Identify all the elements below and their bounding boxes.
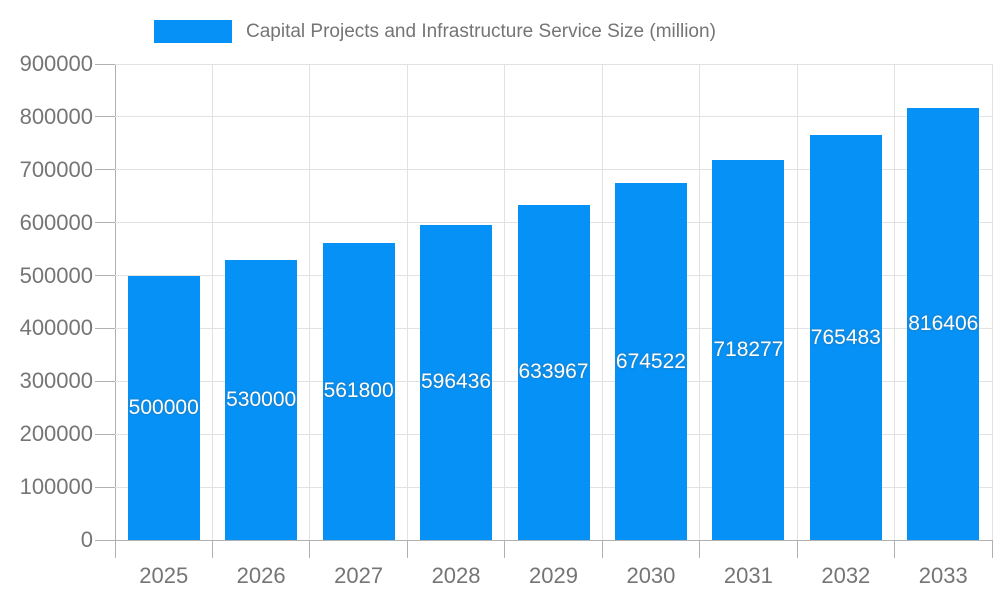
gridline-vertical xyxy=(406,64,408,540)
x-axis-tick xyxy=(309,540,311,558)
x-axis-tick xyxy=(796,540,798,558)
x-axis-tick-label: 2026 xyxy=(236,563,286,588)
gridline-vertical xyxy=(796,64,798,540)
bar-value-label: 674522 xyxy=(615,349,686,373)
bar-value-label: 561800 xyxy=(323,379,394,403)
y-axis-tick-label: 400000 xyxy=(19,315,93,341)
x-axis-tick xyxy=(991,540,993,558)
bar-value-label: 633967 xyxy=(518,360,589,384)
gridline-vertical xyxy=(601,64,603,540)
bar-2032: 765483 xyxy=(809,135,882,540)
x-axis-tick xyxy=(114,540,116,558)
y-axis-line xyxy=(115,64,116,540)
y-axis-tick-label: 700000 xyxy=(19,156,93,182)
bar-2031: 718277 xyxy=(712,160,785,540)
x-axis-tick xyxy=(211,540,213,558)
gridline-vertical xyxy=(309,64,311,540)
y-axis-tick-label: 100000 xyxy=(19,474,93,500)
y-axis-tick-label: 600000 xyxy=(19,209,93,235)
x-axis-tick-label: 2030 xyxy=(626,563,676,588)
bar-2030: 674522 xyxy=(614,183,687,540)
gridline-vertical xyxy=(504,64,506,540)
bar-2026: 530000 xyxy=(225,259,298,540)
bar-2027: 561800 xyxy=(322,242,395,540)
y-axis-tick xyxy=(95,222,115,224)
y-axis-tick xyxy=(95,327,115,329)
x-axis-tick xyxy=(699,540,701,558)
plot-area: 0 100000 200000 300000 400000 500000 600000 700… xyxy=(20,51,993,588)
legend: Capital Projects and Infrastructure Serv… xyxy=(154,20,716,43)
y-axis-tick-label: 800000 xyxy=(19,103,93,129)
y-axis-tick-label: 200000 xyxy=(19,421,93,447)
bar-2029: 633967 xyxy=(517,204,590,540)
gridline-vertical xyxy=(211,64,213,540)
y-axis-tick xyxy=(95,539,115,541)
gridline-vertical xyxy=(894,64,896,540)
bar-value-label: 500000 xyxy=(128,395,199,419)
x-axis-tick-label: 2028 xyxy=(431,563,481,588)
gridline-horizontal xyxy=(115,116,992,118)
y-axis-tick-label: 900000 xyxy=(19,51,93,76)
legend-swatch xyxy=(154,20,232,43)
y-axis-tick xyxy=(95,433,115,435)
y-axis-tick-label: 0 xyxy=(80,527,93,552)
x-axis-tick xyxy=(406,540,408,558)
legend-label: Capital Projects and Infrastructure Serv… xyxy=(246,20,716,42)
x-axis-tick xyxy=(504,540,506,558)
bar-2025: 500000 xyxy=(127,275,200,540)
x-axis-tick xyxy=(601,540,603,558)
x-axis-tick xyxy=(894,540,896,558)
y-axis-tick-label: 500000 xyxy=(19,262,93,288)
bar-value-label: 530000 xyxy=(226,387,297,411)
gridline-horizontal xyxy=(115,169,992,171)
y-axis-tick xyxy=(95,63,115,65)
bar-value-label: 816406 xyxy=(908,312,979,336)
x-axis-tick-label: 2025 xyxy=(139,563,189,588)
y-axis-tick xyxy=(95,380,115,382)
x-axis-tick-label: 2031 xyxy=(723,563,773,588)
x-axis-line xyxy=(95,540,992,541)
x-axis-tick-label: 2033 xyxy=(918,563,968,588)
bar-value-label: 765483 xyxy=(810,325,881,349)
bar-2033: 816406 xyxy=(907,108,980,540)
bar-value-label: 596436 xyxy=(421,370,492,394)
gridline-horizontal xyxy=(115,63,992,65)
y-axis-tick-label: 300000 xyxy=(19,368,93,394)
y-axis-tick xyxy=(95,275,115,277)
x-axis-tick-label: 2027 xyxy=(334,563,384,588)
bar-2028: 596436 xyxy=(420,224,493,540)
y-axis-tick xyxy=(95,486,115,488)
y-axis-tick xyxy=(95,116,115,118)
gridline-vertical xyxy=(991,64,993,540)
gridline-vertical xyxy=(699,64,701,540)
y-axis-tick xyxy=(95,169,115,171)
bar-value-label: 718277 xyxy=(713,338,784,362)
x-axis-tick-label: 2029 xyxy=(529,563,578,588)
x-axis-tick-label: 2032 xyxy=(821,563,871,588)
